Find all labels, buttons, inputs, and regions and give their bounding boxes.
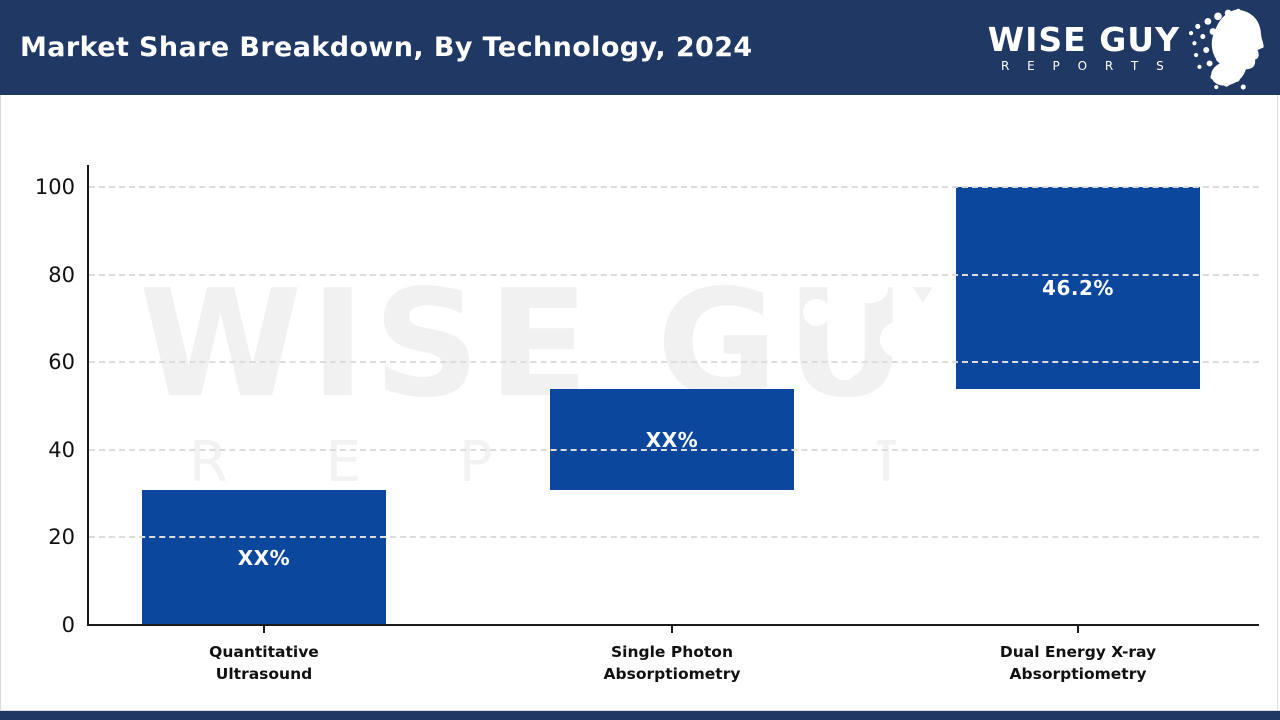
x-tick-mark xyxy=(263,626,265,633)
bar-value-label: XX% xyxy=(645,427,699,452)
gridline xyxy=(89,186,1259,188)
gridline xyxy=(89,273,1259,276)
brand-logo: WISE GUY R E P O R T S xyxy=(988,0,1266,95)
y-tick-label: 100 xyxy=(34,175,75,199)
bar-value-label: 46.2% xyxy=(1042,276,1114,301)
gridline xyxy=(89,536,1259,539)
y-tick-label: 60 xyxy=(48,350,75,375)
bar-value-label: XX% xyxy=(237,545,291,570)
y-tick-label: 40 xyxy=(48,437,75,462)
x-category-label: Quantitative Ultrasound xyxy=(209,643,319,683)
logo-subtitle: R E P O R T S xyxy=(1000,59,1171,73)
bar-segment: XX% xyxy=(550,389,794,491)
y-tick-label: 80 xyxy=(48,262,75,287)
x-tick-mark xyxy=(1077,626,1079,633)
footer-bar xyxy=(0,710,1280,720)
y-tick-label: 0 xyxy=(61,613,75,637)
x-tick-mark xyxy=(671,626,673,633)
plot-area: XX% XX% 46.2% 0 20 40 60 80 100 Quantitative Ultr… xyxy=(1,95,1277,711)
header-bar: Market Share Breakdown, By Technology, 2… xyxy=(0,0,1280,95)
x-category-label: Single Photon Absorptiometry xyxy=(603,643,741,683)
x-category-label: Dual Energy X-ray Absorptiometry xyxy=(999,643,1157,683)
gridline xyxy=(89,361,1259,364)
logo-wordmark: WISE GUY xyxy=(987,20,1180,59)
face-dots-icon xyxy=(1188,8,1264,90)
gridline xyxy=(89,448,1259,451)
brand-logo-text: WISE GUY R E P O R T S xyxy=(988,23,1180,72)
bar-segment: XX% xyxy=(142,490,386,625)
page-title: Market Share Breakdown, By Technology, 2… xyxy=(20,32,753,63)
x-axis-line xyxy=(87,624,1259,626)
y-tick-label: 20 xyxy=(48,525,75,550)
y-axis-line xyxy=(87,165,89,626)
bar-segment: 46.2% xyxy=(956,187,1200,390)
chart-canvas: WISE GUY R E P O R T S XX%XX%46.2%020406… xyxy=(0,95,1278,711)
